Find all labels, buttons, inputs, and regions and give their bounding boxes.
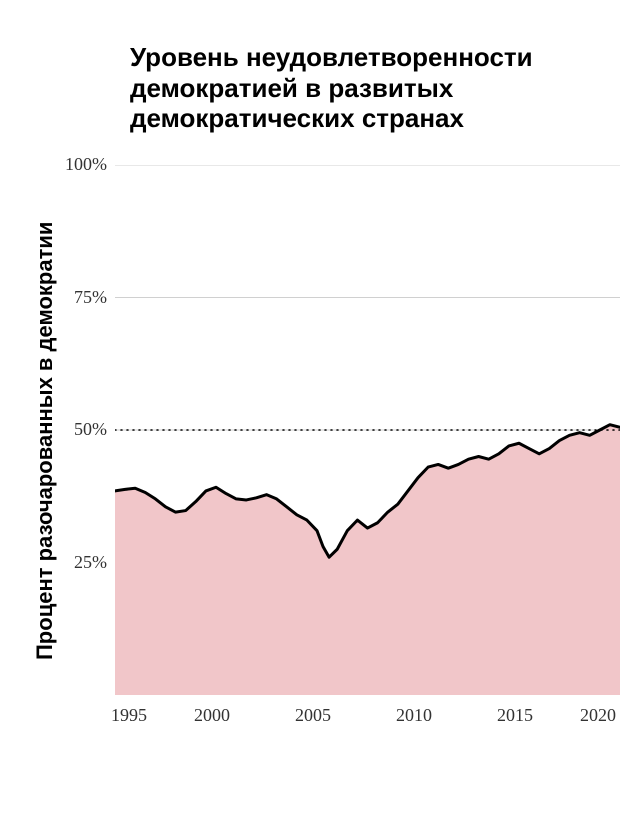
y-tick-label: 100% <box>65 154 107 175</box>
chart-area <box>115 165 620 695</box>
x-tick-label: 2005 <box>295 705 331 726</box>
y-tick-label: 25% <box>74 552 107 573</box>
chart-svg <box>115 165 620 695</box>
x-tick-label: 1995 <box>111 705 147 726</box>
page: Уровень неудовлетворенности демократией … <box>0 0 640 830</box>
y-tick-label: 75% <box>74 287 107 308</box>
x-tick-label: 2015 <box>497 705 533 726</box>
y-tick-label: 50% <box>74 419 107 440</box>
x-tick-label: 2010 <box>396 705 432 726</box>
y-axis-label: Процент разочарованных в демократии <box>32 222 58 660</box>
x-tick-label: 2020 <box>580 705 616 726</box>
area-fill <box>115 425 620 695</box>
chart-title: Уровень неудовлетворенности демократией … <box>130 42 580 134</box>
x-tick-label: 2000 <box>194 705 230 726</box>
